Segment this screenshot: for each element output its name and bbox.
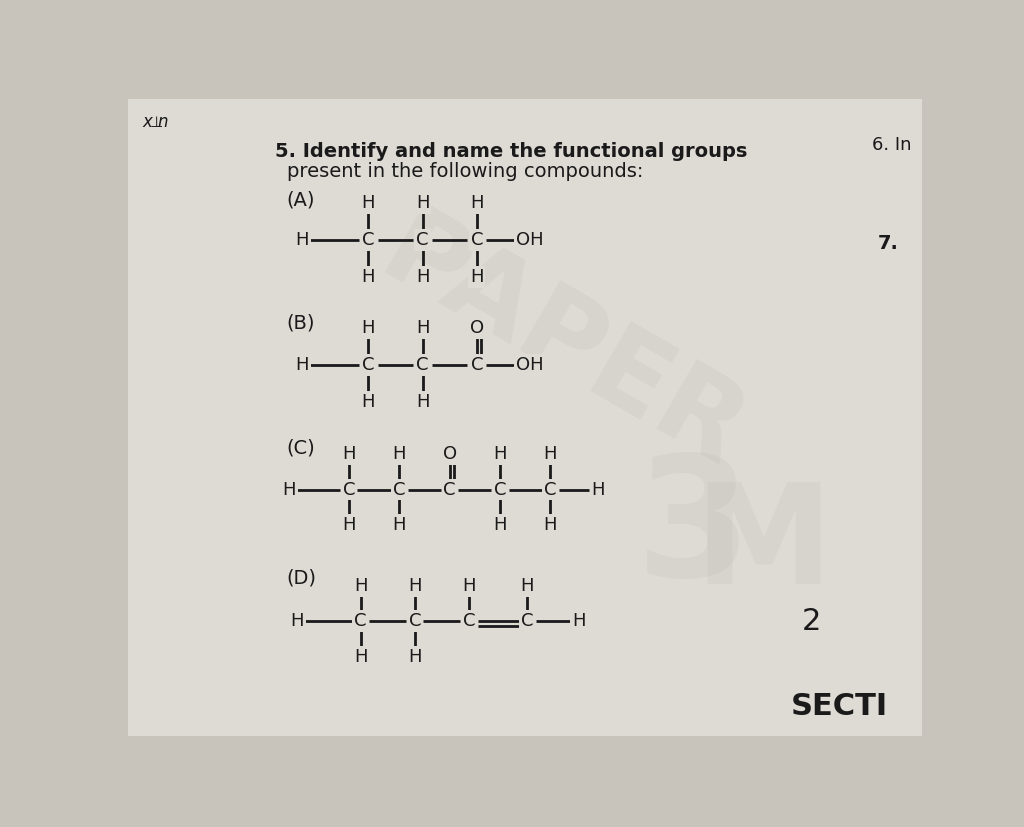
Text: H: H xyxy=(494,445,507,463)
Text: H: H xyxy=(470,268,483,286)
Text: H: H xyxy=(392,516,406,534)
Text: H: H xyxy=(470,194,483,213)
Text: H: H xyxy=(290,612,304,630)
Text: C: C xyxy=(521,612,534,630)
Text: H: H xyxy=(572,612,586,630)
Text: H: H xyxy=(408,577,422,595)
Text: H: H xyxy=(416,268,429,286)
Text: H: H xyxy=(544,445,557,463)
Text: H: H xyxy=(408,648,422,666)
Text: H: H xyxy=(342,445,355,463)
Text: PAPER: PAPER xyxy=(362,199,762,492)
Text: C: C xyxy=(393,480,406,499)
Text: H: H xyxy=(296,232,309,249)
Text: C: C xyxy=(470,356,483,374)
Text: H: H xyxy=(416,393,429,411)
Text: H: H xyxy=(361,319,375,337)
Text: C: C xyxy=(362,232,375,249)
Text: C: C xyxy=(494,480,506,499)
Text: C: C xyxy=(343,480,355,499)
Text: ⊥: ⊥ xyxy=(150,115,163,130)
Text: 2: 2 xyxy=(802,608,821,637)
Text: (B): (B) xyxy=(287,313,315,332)
Text: C: C xyxy=(409,612,421,630)
Text: H: H xyxy=(361,194,375,213)
Text: OH: OH xyxy=(516,356,544,374)
Text: 6. In: 6. In xyxy=(872,136,911,154)
Text: H: H xyxy=(296,356,309,374)
Text: C: C xyxy=(463,612,475,630)
Text: H: H xyxy=(520,577,534,595)
Text: H: H xyxy=(416,194,429,213)
Text: H: H xyxy=(353,648,368,666)
Text: C: C xyxy=(354,612,367,630)
Text: O: O xyxy=(442,445,457,463)
Text: M: M xyxy=(694,478,833,614)
Text: H: H xyxy=(592,480,605,499)
Text: O: O xyxy=(470,319,483,337)
Text: H: H xyxy=(544,516,557,534)
Text: present in the following compounds:: present in the following compounds: xyxy=(287,162,643,181)
Text: SECTI: SECTI xyxy=(791,692,888,721)
Text: H: H xyxy=(462,577,476,595)
Text: (A): (A) xyxy=(287,190,315,209)
Text: (C): (C) xyxy=(287,438,315,457)
Text: H: H xyxy=(361,393,375,411)
Text: H: H xyxy=(283,480,296,499)
Text: C: C xyxy=(362,356,375,374)
Text: C: C xyxy=(470,232,483,249)
Text: H: H xyxy=(353,577,368,595)
Text: C: C xyxy=(544,480,557,499)
Text: x: x xyxy=(142,113,152,131)
Text: (D): (D) xyxy=(287,569,316,588)
Text: 3: 3 xyxy=(636,449,752,612)
Text: 5. Identify and name the functional groups: 5. Identify and name the functional grou… xyxy=(275,141,748,160)
Text: H: H xyxy=(494,516,507,534)
Text: 7.: 7. xyxy=(879,234,899,253)
Text: H: H xyxy=(416,319,429,337)
Text: OH: OH xyxy=(516,232,544,249)
Text: n: n xyxy=(158,113,168,131)
Text: C: C xyxy=(443,480,456,499)
Text: H: H xyxy=(361,268,375,286)
Text: C: C xyxy=(416,356,429,374)
Text: H: H xyxy=(392,445,406,463)
Text: H: H xyxy=(342,516,355,534)
Text: C: C xyxy=(416,232,429,249)
